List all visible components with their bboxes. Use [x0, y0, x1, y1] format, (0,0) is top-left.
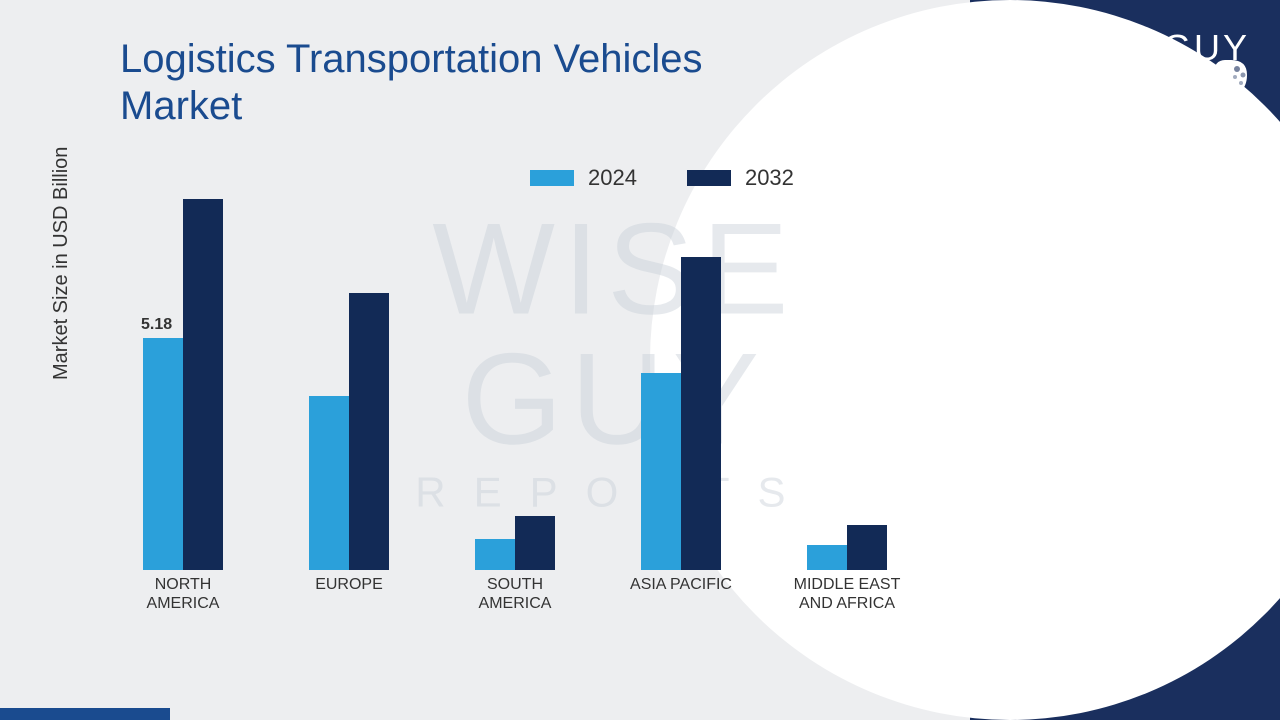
- bar-group: [309, 293, 389, 570]
- head-silhouette-icon: [1205, 55, 1255, 105]
- value-label: 5.18: [141, 316, 172, 334]
- bar-2024: [475, 539, 515, 570]
- legend-label-2032: 2032: [745, 165, 794, 191]
- bar-2024: [641, 373, 681, 570]
- legend: 2024 2032: [530, 165, 794, 191]
- legend-item-2032: 2032: [687, 165, 794, 191]
- right-accent-panel: [970, 0, 1280, 720]
- brand-logo: WISE GUY REPORTS: [1046, 30, 1250, 84]
- bar-2024: [807, 545, 847, 570]
- bar-2032: [183, 199, 223, 570]
- bar-group: [641, 257, 721, 570]
- legend-swatch-2032: [687, 170, 731, 186]
- bar-2032: [349, 293, 389, 570]
- legend-swatch-2024: [530, 170, 574, 186]
- legend-label-2024: 2024: [588, 165, 637, 191]
- bar-2032: [515, 516, 555, 570]
- bar-group: [475, 516, 555, 570]
- bar-2024: [143, 338, 183, 570]
- x-axis-label: MIDDLE EAST AND AFRICA: [787, 575, 907, 613]
- legend-item-2024: 2024: [530, 165, 637, 191]
- bar-2024: [309, 396, 349, 570]
- bars-container: 5.18: [100, 190, 930, 570]
- chart-plot-area: 5.18: [100, 190, 930, 570]
- x-axis-label: NORTH AMERICA: [123, 575, 243, 613]
- x-axis-labels: NORTH AMERICA EUROPE SOUTH AMERICA ASIA PAC…: [100, 575, 930, 613]
- bottom-accent-bar: [0, 708, 170, 720]
- x-axis-label: ASIA PACIFIC: [621, 575, 741, 613]
- bar-2032: [681, 257, 721, 570]
- chart-title: Logistics Transportation Vehicles Market: [120, 36, 800, 130]
- bar-group: 5.18: [143, 199, 223, 570]
- x-axis-label: SOUTH AMERICA: [455, 575, 575, 613]
- x-axis-label: EUROPE: [289, 575, 409, 613]
- bar-group: [807, 525, 887, 570]
- y-axis-label: Market Size in USD Billion: [50, 147, 73, 380]
- bar-2032: [847, 525, 887, 570]
